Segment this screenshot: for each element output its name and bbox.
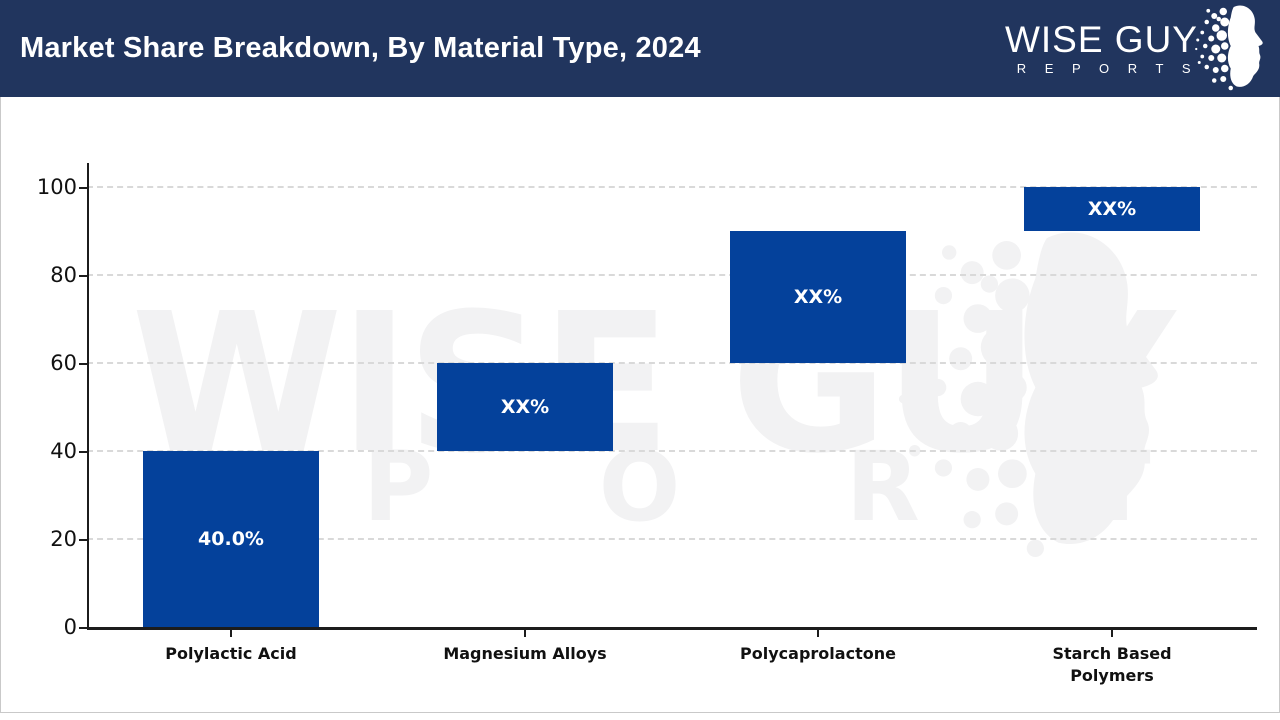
chart-card: WISE GUY P O R T S 02040608010040.0%Poly…	[0, 97, 1280, 713]
page-title: Market Share Breakdown, By Material Type…	[20, 32, 701, 64]
x-tick-mark	[230, 630, 232, 637]
dotted-head-icon	[1195, 4, 1263, 90]
y-tick-mark	[79, 275, 87, 277]
bar: XX%	[437, 363, 613, 451]
bar: 40.0%	[143, 451, 319, 627]
x-axis-label: Polycaprolactone	[740, 644, 896, 663]
header-bar: Market Share Breakdown, By Material Type…	[0, 0, 1280, 97]
bar-value-label: XX%	[500, 396, 550, 418]
logo-wordmark: WISE GUY	[1004, 19, 1198, 60]
x-tick-mark	[1111, 630, 1113, 637]
y-tick-label: 0	[63, 615, 77, 639]
x-axis-label: Starch Based Polymers	[1052, 644, 1172, 685]
y-tick-mark	[79, 187, 87, 189]
gridline	[87, 538, 1257, 540]
y-tick-mark	[79, 363, 87, 365]
bar: XX%	[1024, 187, 1200, 231]
bar-value-label: 40.0%	[198, 528, 264, 550]
y-tick-label: 100	[36, 175, 77, 199]
wiseguy-logo: WISE GUY R E P O R T S	[1005, 4, 1270, 94]
x-axis-label: Magnesium Alloys	[443, 644, 607, 663]
bar: XX%	[730, 231, 906, 363]
bar-value-label: XX%	[1087, 198, 1137, 220]
y-tick-label: 80	[50, 263, 77, 287]
gridline	[87, 450, 1257, 452]
gridline	[87, 274, 1257, 276]
logo-text: WISE GUY R E P O R T S	[1005, 21, 1198, 76]
logo-subtitle: R E P O R T S	[1016, 61, 1198, 76]
y-axis-spine	[87, 163, 89, 630]
x-axis-spine	[87, 627, 1257, 630]
gridline	[87, 362, 1257, 364]
y-tick-mark	[79, 451, 87, 453]
gridline	[87, 186, 1257, 188]
y-tick-label: 40	[50, 439, 77, 463]
y-tick-mark	[79, 627, 87, 629]
y-tick-mark	[79, 539, 87, 541]
y-tick-label: 20	[50, 527, 77, 551]
x-axis-label: Polylactic Acid	[165, 644, 297, 663]
x-tick-mark	[524, 630, 526, 637]
x-tick-mark	[817, 630, 819, 637]
watermark-head-icon	[898, 232, 1158, 557]
y-tick-label: 60	[50, 351, 77, 375]
bar-value-label: XX%	[793, 286, 843, 308]
